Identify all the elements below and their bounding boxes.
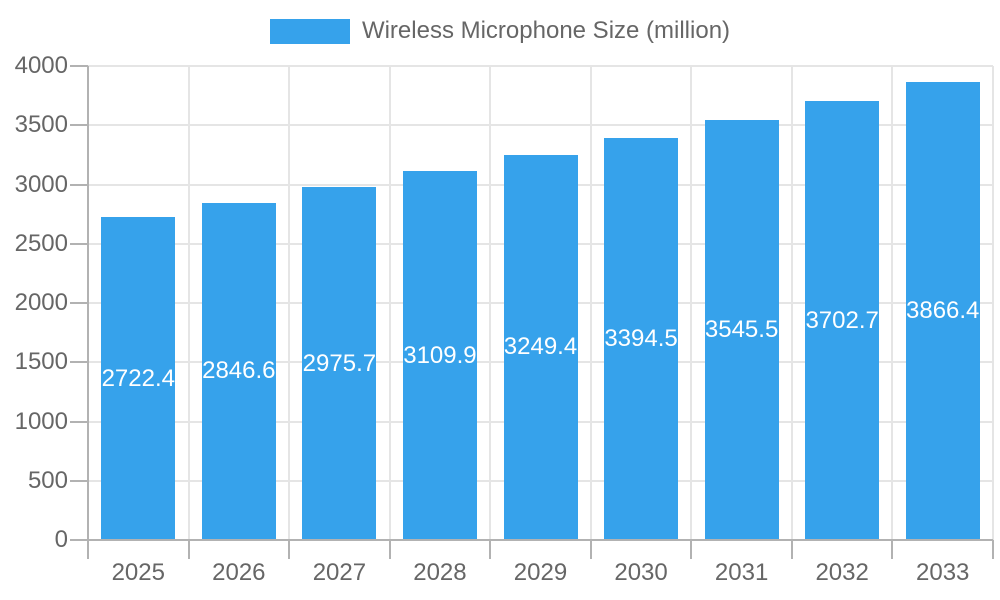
bar (704, 119, 779, 540)
y-tick-mark (70, 420, 88, 423)
y-tick-mark (70, 539, 88, 541)
gridline-vertical (489, 66, 492, 540)
bar (604, 137, 679, 540)
bar-value-label: 3394.5 (604, 324, 678, 352)
gridline-horizontal (88, 124, 993, 127)
x-tick-mark (891, 540, 894, 559)
y-tick-label: 2500 (14, 229, 68, 257)
gridline-vertical (388, 66, 391, 540)
y-tick-label: 3000 (14, 170, 68, 198)
bar (905, 81, 980, 540)
bar (805, 101, 880, 540)
y-axis-line (87, 66, 89, 540)
x-tick-label: 2030 (614, 559, 668, 586)
legend-label: Wireless Microphone Size (million) (361, 17, 731, 44)
bar-value-label: 3109.9 (403, 341, 477, 369)
x-tick-mark (288, 540, 291, 559)
y-tick-label: 1000 (14, 407, 68, 435)
y-tick-mark (70, 183, 88, 186)
x-tick-label: 2031 (714, 559, 769, 586)
y-tick-mark (70, 361, 88, 364)
gridline-vertical (288, 66, 291, 540)
gridline-vertical (992, 66, 994, 540)
bar-value-label: 3866.4 (906, 296, 980, 324)
x-tick-mark (790, 540, 793, 559)
bar-value-label: 3545.5 (704, 315, 779, 343)
bar-value-label: 2722.4 (101, 364, 175, 392)
x-tick-label: 2032 (815, 559, 869, 586)
bar-value-label: 2975.7 (302, 349, 377, 377)
y-tick-label: 0 (54, 526, 68, 553)
x-tick-mark (690, 540, 693, 559)
y-tick-label: 2000 (14, 289, 68, 316)
gridline-vertical (891, 66, 894, 540)
x-axis-line (88, 539, 993, 541)
x-tick-mark (388, 540, 391, 559)
gridline-horizontal (88, 65, 993, 67)
x-tick-mark (589, 540, 592, 559)
x-tick-label: 2026 (212, 559, 266, 586)
bar (503, 154, 578, 540)
legend-swatch (269, 18, 350, 44)
x-tick-label: 2033 (916, 559, 970, 586)
bar (101, 217, 176, 540)
bar (302, 187, 377, 540)
y-tick-label: 4000 (14, 52, 68, 79)
chart-legend: Wireless Microphone Size (million) (0, 14, 1000, 48)
bar-value-label: 3249.4 (503, 333, 578, 361)
bar (201, 202, 276, 540)
x-tick-label: 2028 (413, 559, 467, 586)
y-tick-mark (70, 65, 88, 67)
gridline-vertical (589, 66, 592, 540)
y-tick-mark (70, 479, 88, 482)
x-tick-label: 2027 (312, 559, 367, 586)
gridline-vertical (690, 66, 693, 540)
y-tick-mark (70, 124, 88, 127)
x-tick-mark (87, 540, 89, 559)
bar-value-label: 3702.7 (805, 306, 879, 334)
x-tick-label: 2025 (111, 559, 165, 586)
x-tick-label: 2029 (513, 559, 568, 586)
x-tick-mark (489, 540, 492, 559)
y-tick-label: 1500 (14, 348, 68, 376)
y-tick-mark (70, 242, 88, 245)
y-tick-label: 500 (27, 466, 68, 494)
gridline-vertical (187, 66, 190, 540)
y-tick-label: 3500 (14, 111, 68, 139)
y-tick-mark (70, 302, 88, 304)
bar-value-label: 2846.6 (202, 357, 276, 385)
x-tick-mark (187, 540, 190, 559)
gridline-vertical (790, 66, 793, 540)
bar (402, 171, 477, 540)
x-tick-mark (992, 540, 994, 559)
